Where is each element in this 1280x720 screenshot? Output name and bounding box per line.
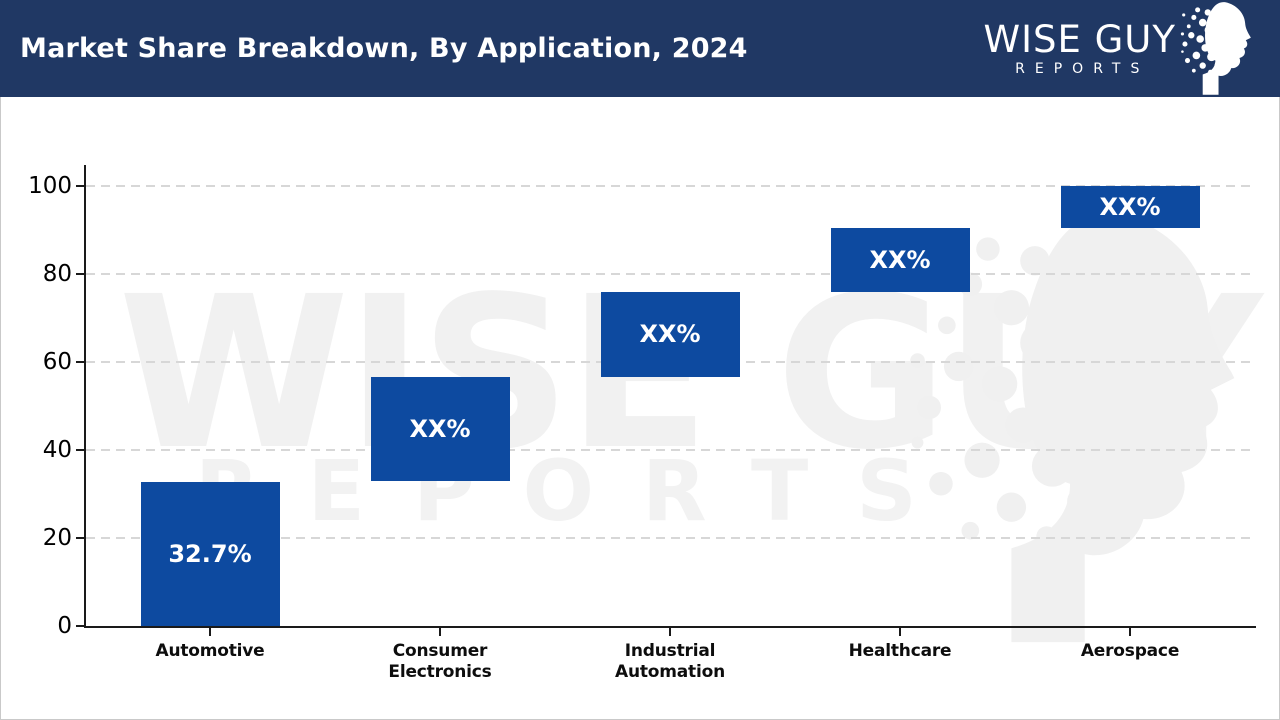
x-axis-tick <box>899 628 901 636</box>
y-axis-tick-label: 80 <box>42 261 72 287</box>
y-axis-tick-label: 100 <box>28 173 72 199</box>
logo-wordmark: WISE GUY <box>983 18 1176 61</box>
bar-segment: XX% <box>830 227 970 292</box>
y-axis-tick-label: 20 <box>42 525 72 551</box>
bar-segment: 32.7% <box>140 482 280 626</box>
logo-subtitle: REPORTS <box>1015 61 1150 77</box>
x-category-label: Healthcare <box>848 641 952 661</box>
bar-value-label: XX% <box>639 320 701 349</box>
x-axis-line <box>84 626 1256 628</box>
y-axis-line <box>84 165 86 628</box>
x-category-label: Automotive <box>155 641 265 661</box>
x-axis-tick <box>669 628 671 636</box>
bar-value-label: 32.7% <box>168 540 252 569</box>
gridline <box>86 449 1255 451</box>
y-axis-tick <box>76 273 84 275</box>
x-category-label: Consumer Electronics <box>388 641 492 682</box>
watermark-subtitle: REPORTS <box>195 442 965 540</box>
gridline <box>86 537 1255 539</box>
y-axis-tick <box>76 185 84 187</box>
x-axis-tick <box>209 628 211 636</box>
wise-guy-logo: WISE GUY REPORTS <box>984 1 1258 96</box>
y-axis-tick-label: 40 <box>42 437 72 463</box>
bar-value-label: XX% <box>409 415 471 444</box>
bar-segment: XX% <box>1060 186 1200 228</box>
chart-title: Market Share Breakdown, By Application, … <box>20 33 748 64</box>
x-category-label: Industrial Automation <box>615 641 725 682</box>
x-axis-tick <box>439 628 441 636</box>
bar-value-label: XX% <box>1099 192 1161 221</box>
x-category-label: Aerospace <box>1080 641 1180 661</box>
y-axis-tick <box>76 625 84 627</box>
logo-text: WISE GUY REPORTS <box>984 21 1176 76</box>
y-axis-tick <box>76 449 84 451</box>
header-band: Market Share Breakdown, By Application, … <box>0 0 1280 97</box>
y-axis-tick <box>76 361 84 363</box>
logo-head-icon <box>1180 2 1251 95</box>
y-axis-tick <box>76 537 84 539</box>
bar-segment: XX% <box>370 377 510 481</box>
bar-segment: XX% <box>600 291 740 378</box>
y-axis-tick-label: 0 <box>57 613 72 639</box>
x-axis-tick <box>1129 628 1131 636</box>
gridline <box>86 185 1255 187</box>
bar-value-label: XX% <box>869 245 931 274</box>
gridline <box>86 273 1255 275</box>
y-axis-tick-label: 60 <box>42 349 72 375</box>
